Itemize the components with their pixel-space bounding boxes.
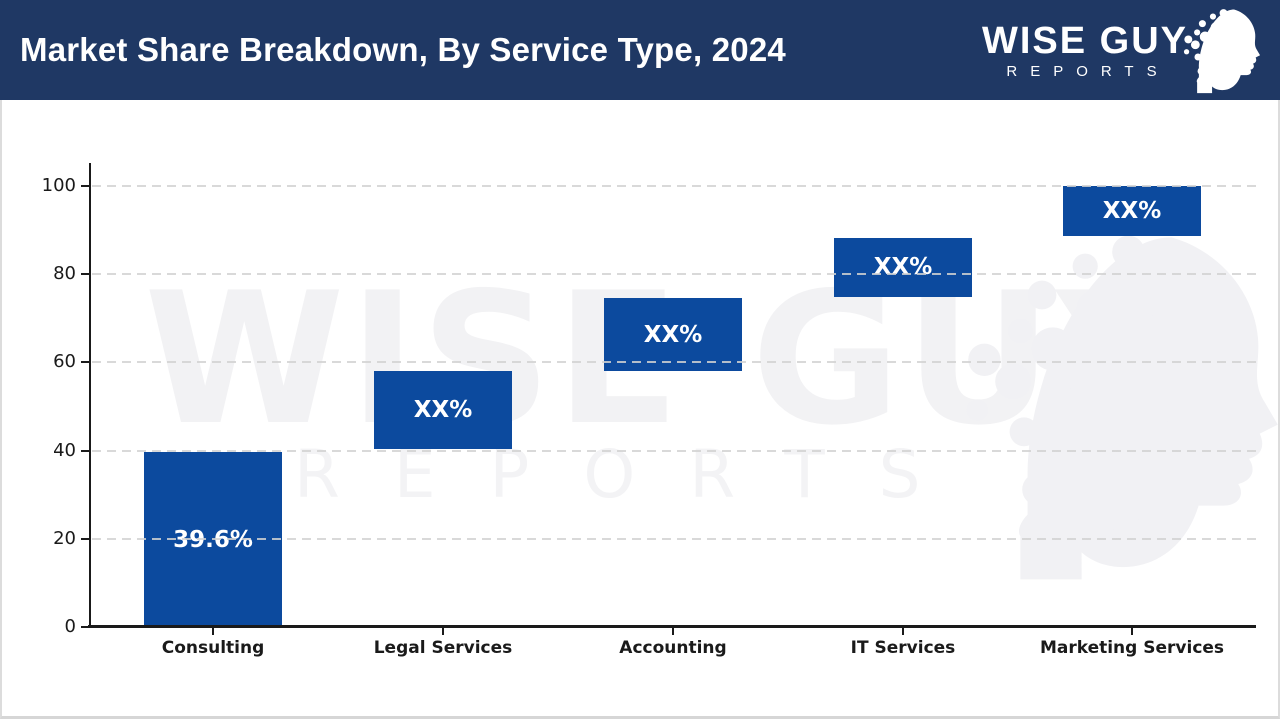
wiseguy-head-icon bbox=[1183, 9, 1261, 94]
wiseguy-logo: WISE GUY REPORTS bbox=[982, 0, 1266, 100]
logo-subtitle: REPORTS bbox=[1006, 62, 1170, 80]
bar-value-label-accounting: XX% bbox=[643, 321, 703, 348]
bar-consulting: 39.6% bbox=[144, 452, 282, 627]
watermark-subtitle: REPORTS bbox=[294, 436, 975, 513]
bar-value-label-it-services: XX% bbox=[873, 254, 933, 281]
bar-legal-services: XX% bbox=[374, 370, 512, 449]
watermark-head-icon bbox=[966, 235, 1278, 580]
chart-title: Market Share Breakdown, By Service Type,… bbox=[20, 31, 786, 68]
bar-value-label-consulting: 39.6% bbox=[173, 526, 253, 553]
bar-value-label-marketing-services: XX% bbox=[1102, 198, 1162, 225]
header: Market Share Breakdown, By Service Type,… bbox=[0, 0, 1280, 100]
bar-marketing-services: XX% bbox=[1063, 186, 1201, 237]
bar-it-services: XX% bbox=[834, 237, 972, 298]
bar-value-label-legal-services: XX% bbox=[413, 396, 473, 423]
logo-text: WISE GUY REPORTS bbox=[982, 22, 1188, 79]
bar-accounting: XX% bbox=[604, 298, 742, 371]
logo-wordmark: WISE GUY bbox=[981, 19, 1188, 62]
chart-panel: WISE GUY REPORTS 39.6% XX% XX% XX% XX% bbox=[0, 100, 1280, 719]
bars-layer: 39.6% XX% XX% XX% XX% bbox=[2, 100, 1278, 716]
